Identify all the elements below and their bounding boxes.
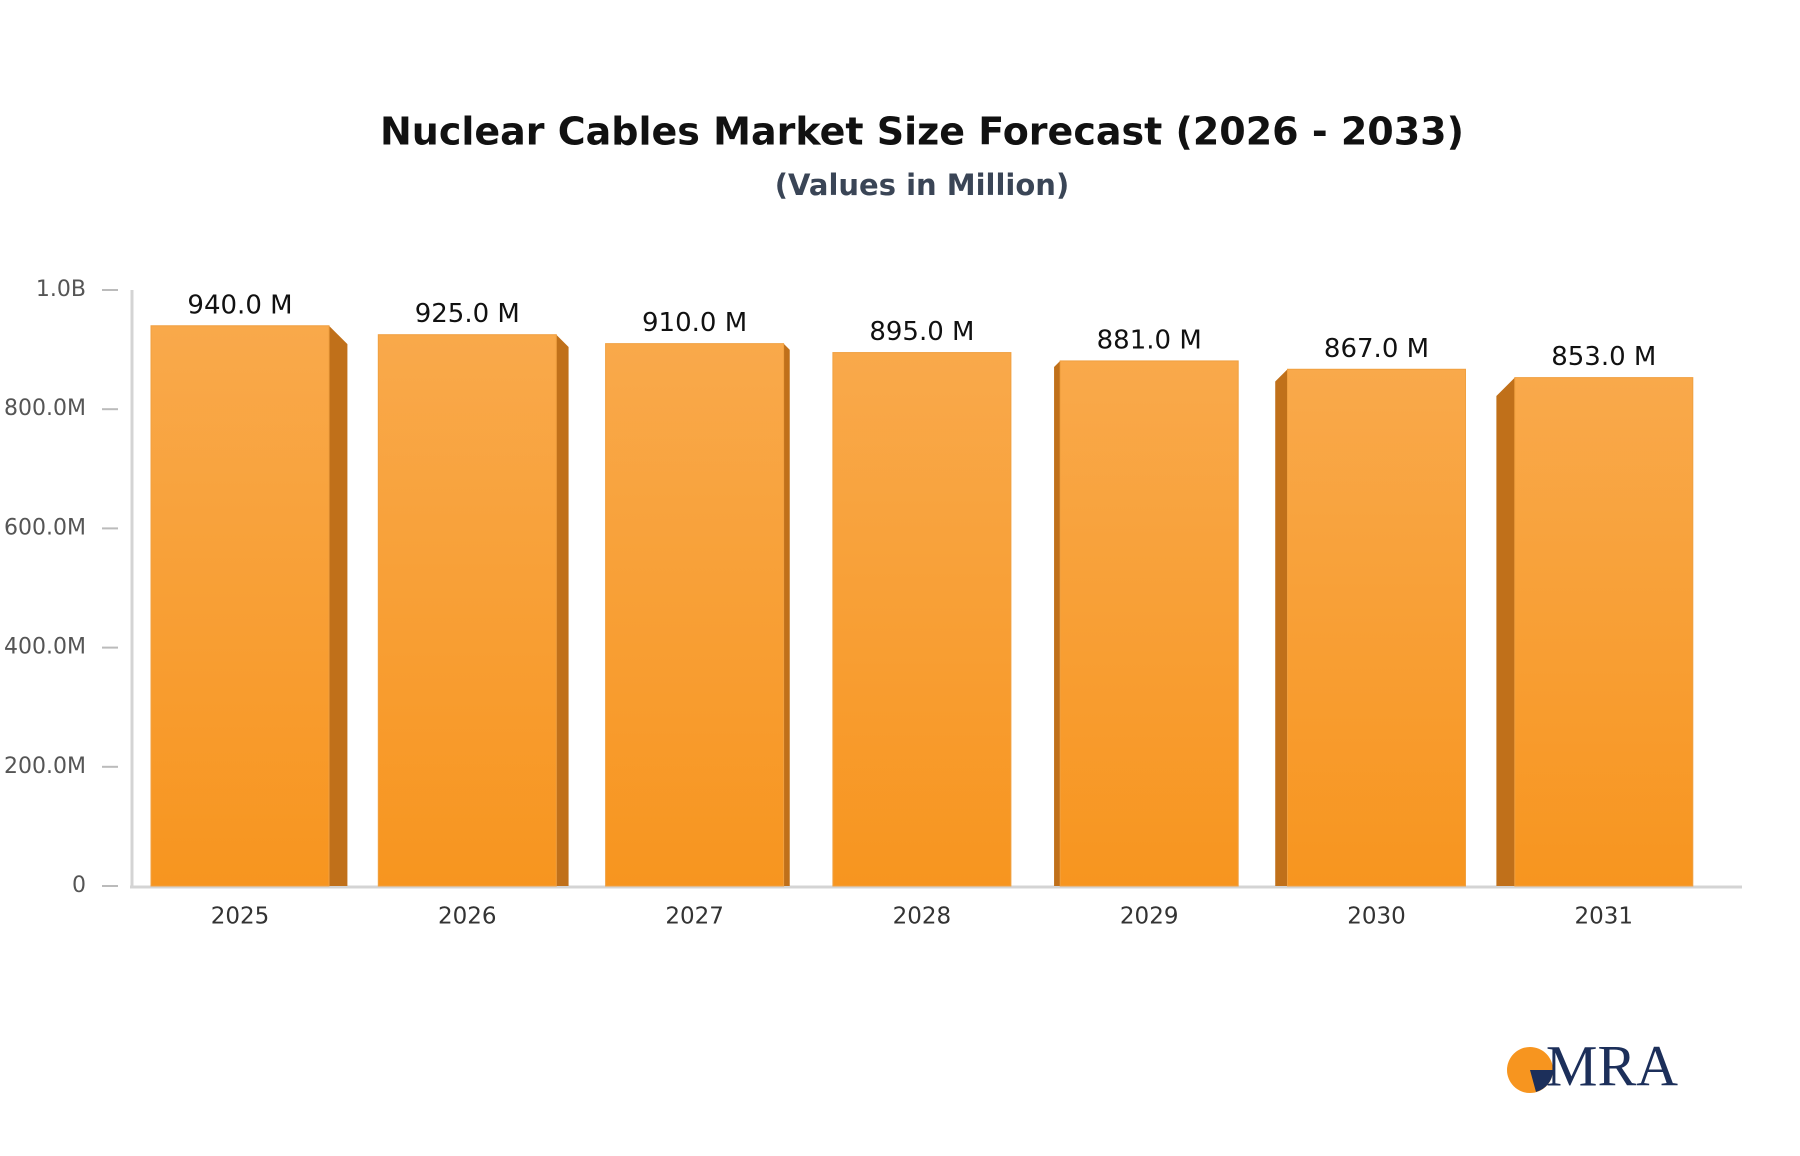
bar xyxy=(605,343,785,887)
bar-side xyxy=(556,334,569,886)
logo-text: MRA xyxy=(1546,1033,1678,1098)
data-label: 867.0 M xyxy=(1324,334,1429,364)
data-label: 910.0 M xyxy=(642,308,747,338)
y-tick-label: 400.0M xyxy=(4,635,86,660)
x-tick-label: 2028 xyxy=(893,904,952,930)
y-tick-label: 1.0B xyxy=(36,277,86,302)
y-tick-label: 0 xyxy=(72,873,86,898)
data-label: 940.0 M xyxy=(187,290,292,320)
x-tick-label: 2029 xyxy=(1120,904,1179,930)
bar-side xyxy=(783,343,790,886)
bar-side xyxy=(329,325,348,886)
data-label: 853.0 M xyxy=(1551,342,1656,372)
bar xyxy=(1059,360,1239,887)
data-label: 881.0 M xyxy=(1097,325,1202,355)
data-label: 925.0 M xyxy=(415,299,520,329)
bar-side xyxy=(1054,360,1061,886)
logo-icon-part xyxy=(1530,1070,1553,1092)
x-tick-label: 2027 xyxy=(665,904,724,930)
bar-side xyxy=(1496,377,1515,886)
bar xyxy=(832,352,1012,887)
y-tick-label: 600.0M xyxy=(4,515,86,540)
x-tick-label: 2026 xyxy=(438,904,497,930)
data-label: 895.0 M xyxy=(869,317,974,347)
y-tick-label: 800.0M xyxy=(4,396,86,421)
bar xyxy=(1514,377,1694,887)
x-tick-label: 2030 xyxy=(1347,904,1406,930)
bar-side xyxy=(1275,369,1288,886)
x-tick-label: 2031 xyxy=(1575,904,1634,930)
chart-title: Nuclear Cables Market Size Forecast (202… xyxy=(380,110,1464,154)
bar xyxy=(377,334,557,887)
x-tick-label: 2025 xyxy=(211,904,270,930)
chart-subtitle: (Values in Million) xyxy=(775,168,1069,202)
bar xyxy=(150,325,330,887)
bar xyxy=(1287,368,1466,887)
y-tick-label: 200.0M xyxy=(4,754,86,779)
